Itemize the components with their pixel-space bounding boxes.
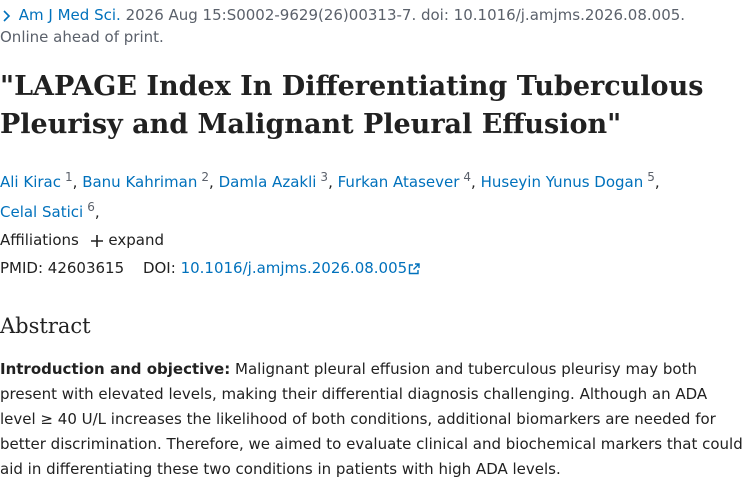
doi-label: DOI: bbox=[142, 259, 176, 277]
pmid: 42603615 bbox=[47, 259, 125, 277]
doi: 10.1016/j.amjms.2026.08.005 bbox=[180, 259, 408, 277]
identifiers: PMID: 42603615 DOI: 10.1016/j.amjms.2026… bbox=[0, 257, 421, 279]
affiliations-label: Affiliations bbox=[0, 231, 79, 249]
doi-link[interactable]: 10.1016/j.amjms.2026.08.005 bbox=[181, 259, 422, 277]
expand-toggle[interactable]: expand bbox=[90, 231, 164, 249]
affiliation-number: 6 bbox=[87, 200, 95, 214]
external-link-icon bbox=[408, 262, 420, 274]
pmid-label: PMID: bbox=[0, 259, 44, 277]
citation: Am J Med Sci. 2026 Aug 15:S0002-9629(26)… bbox=[0, 4, 750, 48]
chevron-icon bbox=[3, 9, 11, 22]
abstract-text: Introduction and objective: Malignant pl… bbox=[0, 357, 745, 482]
author-name[interactable]: Huseyin Yunus Dogan bbox=[480, 173, 644, 191]
author-separator: , bbox=[654, 173, 660, 191]
author-name[interactable]: Damla Azakli bbox=[218, 173, 317, 191]
author-list: Ali Kirac 1, Banu Kahriman 2, Damla Azakli… bbox=[0, 165, 740, 225]
section-text: Malignant pleural effusion and tuberculo… bbox=[0, 360, 743, 478]
author-name[interactable]: Furkan Atasever bbox=[337, 173, 460, 191]
plus-icon bbox=[90, 234, 103, 247]
author-name[interactable]: Celal Satici bbox=[0, 203, 84, 221]
article-title: "LAPAGE Index In Differentiating Tubercu… bbox=[0, 71, 704, 140]
author-separator: , bbox=[471, 173, 476, 191]
author-separator: , bbox=[94, 203, 100, 221]
affiliation-number: 5 bbox=[647, 170, 655, 184]
author-separator: , bbox=[328, 173, 333, 191]
journal-link[interactable]: Am J Med Sci. bbox=[18, 6, 121, 24]
author-name[interactable]: Ali Kirac bbox=[0, 173, 61, 191]
affiliation-number: 2 bbox=[201, 170, 210, 184]
citation-details: 2026 Aug 15:S0002-9629(26)00313-7. doi: … bbox=[125, 6, 686, 24]
affiliation-number: 3 bbox=[320, 170, 329, 184]
affiliations: Affiliations expand bbox=[0, 229, 164, 251]
author-separator: , bbox=[72, 173, 78, 191]
author-separator: , bbox=[209, 173, 214, 191]
section-label: Introduction and objective: bbox=[0, 360, 231, 378]
publication-status: Online ahead of print. bbox=[0, 28, 164, 46]
abstract-heading: Abstract bbox=[0, 314, 91, 338]
author-name[interactable]: Banu Kahriman bbox=[82, 173, 198, 191]
affiliation-number: 4 bbox=[463, 170, 472, 184]
affiliation-number: 1 bbox=[64, 170, 73, 184]
expand-label: expand bbox=[108, 231, 164, 249]
